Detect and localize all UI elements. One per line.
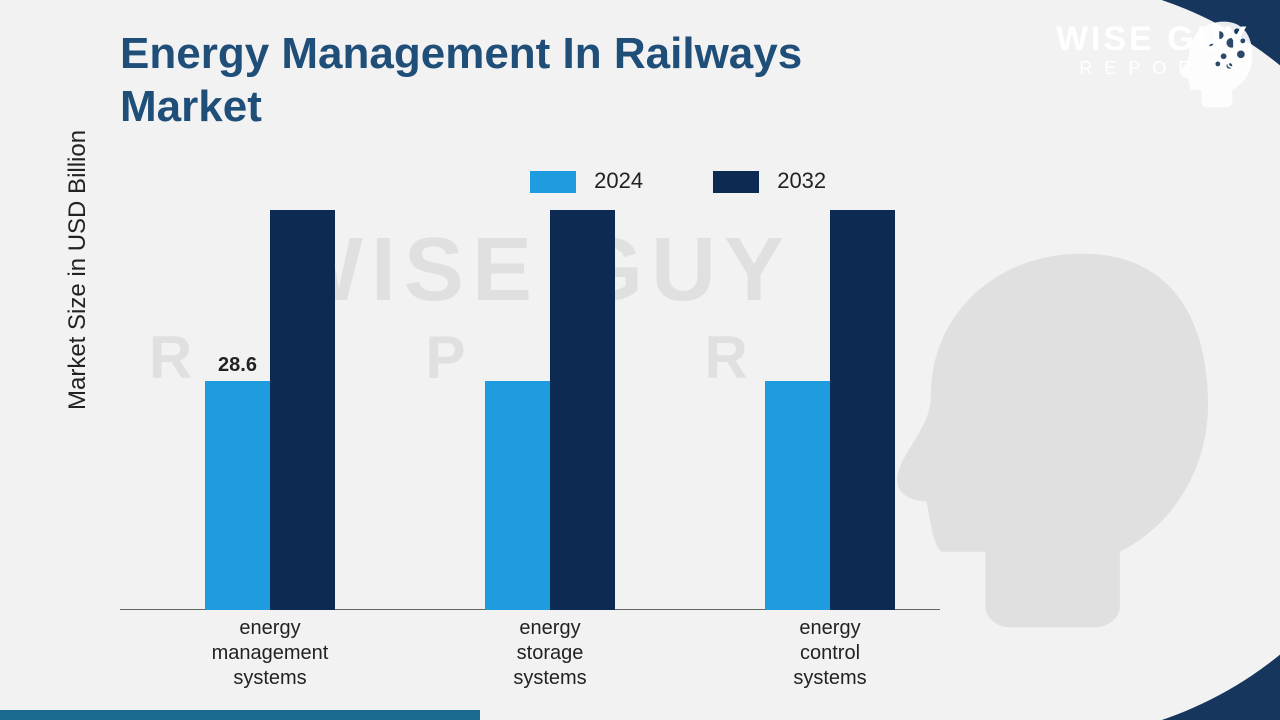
chart-canvas: WISE GUY R E P O R T S WISE GUY REPORTS … xyxy=(0,0,1280,720)
bar-group: energystoragesystems xyxy=(485,210,615,610)
brand-line2: REPORTS xyxy=(986,58,1250,79)
plot-area: 28.6energymanagementsystems energystorage… xyxy=(120,210,940,610)
chart-title: Energy Management In Railways Market xyxy=(120,28,840,134)
brand-line1: WISE GUY xyxy=(986,22,1250,56)
footer-bar xyxy=(0,710,480,720)
y-axis-label: Market Size in USD Billion xyxy=(64,130,92,410)
bar-2032 xyxy=(550,210,615,610)
legend-label-2024: 2024 xyxy=(594,168,643,193)
legend-label-2032: 2032 xyxy=(777,168,826,193)
bar-2024 xyxy=(205,381,270,610)
legend-item-2024: 2024 xyxy=(530,168,643,194)
brand-block: WISE GUY REPORTS xyxy=(986,22,1250,79)
legend-swatch-2032 xyxy=(713,171,759,193)
bar-group: 28.6energymanagementsystems xyxy=(205,210,335,610)
bar-2024 xyxy=(765,381,830,610)
legend-item-2032: 2032 xyxy=(713,168,826,194)
bar-2024 xyxy=(485,381,550,610)
category-label: energycontrolsystems xyxy=(740,610,920,691)
bar-2032 xyxy=(270,210,335,610)
category-label: energystoragesystems xyxy=(460,610,640,691)
bar-2032 xyxy=(830,210,895,610)
legend: 2024 2032 xyxy=(530,168,826,194)
legend-swatch-2024 xyxy=(530,171,576,193)
bar-group: energycontrolsystems xyxy=(765,210,895,610)
category-label: energymanagementsystems xyxy=(180,610,360,691)
